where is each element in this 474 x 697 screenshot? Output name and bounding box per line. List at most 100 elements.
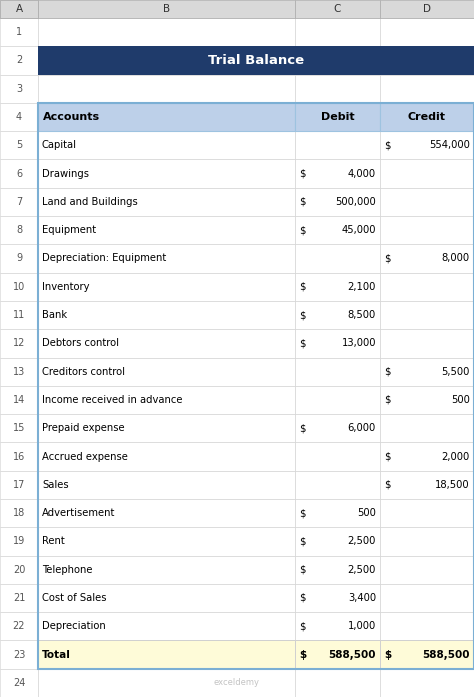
- Bar: [295, 273, 380, 301]
- Text: $: $: [384, 480, 391, 490]
- Text: Depreciation: Depreciation: [42, 621, 106, 631]
- Bar: [38, 386, 295, 414]
- Bar: [38, 273, 295, 301]
- Bar: [38, 470, 295, 499]
- Bar: [38, 358, 295, 386]
- Bar: [295, 470, 380, 499]
- Bar: [380, 527, 474, 556]
- Bar: [295, 612, 380, 641]
- Bar: [0, 499, 38, 527]
- Bar: [0, 386, 38, 414]
- Bar: [38, 584, 295, 612]
- Bar: [0, 75, 38, 103]
- Text: $: $: [299, 423, 306, 434]
- Bar: [380, 386, 474, 414]
- Bar: [295, 443, 380, 470]
- Bar: [0, 414, 38, 443]
- Bar: [0, 103, 38, 131]
- Bar: [38, 216, 295, 245]
- Bar: [38, 641, 295, 668]
- Text: $: $: [384, 452, 391, 461]
- Text: 45,000: 45,000: [341, 225, 376, 235]
- Bar: [380, 18, 474, 46]
- Text: 6,000: 6,000: [348, 423, 376, 434]
- Text: $: $: [299, 282, 306, 292]
- Bar: [295, 641, 380, 668]
- Text: 2,100: 2,100: [347, 282, 376, 292]
- Bar: [380, 75, 474, 103]
- Bar: [295, 216, 380, 245]
- Bar: [295, 556, 380, 584]
- Text: Advertisement: Advertisement: [42, 508, 115, 518]
- Text: 500,000: 500,000: [335, 197, 376, 207]
- Text: 9: 9: [16, 254, 22, 263]
- Bar: [38, 160, 295, 187]
- Bar: [38, 187, 295, 216]
- Bar: [0, 273, 38, 301]
- Text: 13: 13: [13, 367, 25, 376]
- Bar: [380, 160, 474, 187]
- Text: Drawings: Drawings: [42, 169, 89, 178]
- Bar: [38, 75, 295, 103]
- Text: 24: 24: [13, 678, 25, 688]
- Bar: [0, 584, 38, 612]
- Bar: [38, 556, 295, 584]
- Bar: [38, 556, 295, 584]
- Bar: [0, 46, 38, 75]
- Text: $: $: [299, 338, 306, 348]
- Bar: [38, 216, 295, 245]
- Text: 11: 11: [13, 310, 25, 320]
- Text: 5: 5: [16, 140, 22, 151]
- Bar: [295, 358, 380, 386]
- Bar: [0, 187, 38, 216]
- Bar: [380, 527, 474, 556]
- Bar: [38, 46, 295, 75]
- Bar: [295, 329, 380, 358]
- Text: Telephone: Telephone: [42, 565, 92, 575]
- Bar: [38, 160, 295, 187]
- Text: Debit: Debit: [321, 112, 354, 122]
- Bar: [380, 245, 474, 273]
- Text: 13,000: 13,000: [341, 338, 376, 348]
- Bar: [380, 131, 474, 160]
- Bar: [38, 443, 295, 470]
- Bar: [295, 301, 380, 329]
- Bar: [380, 584, 474, 612]
- Text: $: $: [299, 225, 306, 235]
- Bar: [295, 329, 380, 358]
- Text: 20: 20: [13, 565, 25, 575]
- Text: 554,000: 554,000: [429, 140, 470, 151]
- Text: Trial Balance: Trial Balance: [208, 54, 304, 67]
- Text: $: $: [299, 565, 306, 575]
- Bar: [380, 273, 474, 301]
- Text: $: $: [299, 621, 306, 631]
- Bar: [38, 103, 474, 668]
- Bar: [380, 131, 474, 160]
- Text: 15: 15: [13, 423, 25, 434]
- Bar: [380, 584, 474, 612]
- Text: 17: 17: [13, 480, 25, 490]
- Bar: [295, 443, 380, 470]
- Bar: [0, 0, 38, 18]
- Bar: [380, 641, 474, 668]
- Bar: [380, 187, 474, 216]
- Text: Debtors control: Debtors control: [42, 338, 119, 348]
- Bar: [295, 584, 380, 612]
- Text: Cost of Sales: Cost of Sales: [42, 593, 107, 603]
- Bar: [295, 414, 380, 443]
- Text: A: A: [16, 4, 23, 14]
- Bar: [380, 103, 474, 131]
- Bar: [295, 414, 380, 443]
- Bar: [380, 612, 474, 641]
- Text: 19: 19: [13, 537, 25, 546]
- Text: $: $: [384, 140, 391, 151]
- Text: Inventory: Inventory: [42, 282, 90, 292]
- Text: 7: 7: [16, 197, 22, 207]
- Text: Bank: Bank: [42, 310, 67, 320]
- Bar: [38, 131, 295, 160]
- Bar: [295, 556, 380, 584]
- Bar: [38, 329, 295, 358]
- Bar: [295, 187, 380, 216]
- Text: 4: 4: [16, 112, 22, 122]
- Bar: [295, 245, 380, 273]
